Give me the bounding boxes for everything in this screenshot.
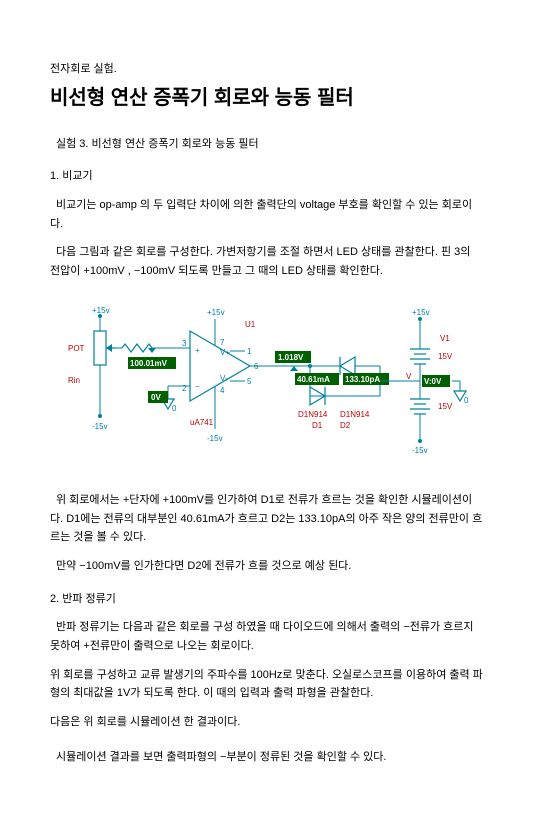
v-node-label: V [406, 372, 412, 381]
readout-vx: V:0V [424, 377, 442, 386]
section-2-paragraph-2: 위 회로를 구성하고 교류 발생기의 주파수를 100Hz로 맞춘다. 오실로스… [50, 666, 483, 703]
opamp-plus: + [195, 346, 200, 355]
section-2-paragraph-1: 반파 정류기는 다음과 같은 회로를 구성 하였을 때 다이오드에 의해서 출력… [50, 618, 483, 655]
rail-pos-opamp: +15v [207, 308, 225, 317]
diode-d2: D2 [340, 421, 351, 430]
readout-id2: 133.10pA [345, 375, 380, 384]
v1-value: 15V [438, 352, 453, 361]
circuit-diagram: +15v POT -15v Rin 100.01mV 0 0V + − 3 2 … [50, 301, 483, 471]
section-2-paragraph-4: 시뮬레이션 결과를 보면 출력파형의 −부분이 정류된 것을 확인할 수 있다. [50, 748, 483, 767]
vminus-label: V- [220, 374, 228, 383]
experiment-subtitle: 실험 3. 비선형 연산 증폭기 회로와 능동 필터 [50, 135, 483, 154]
rail-pos-left: +15v [92, 306, 110, 315]
rail-neg-right: -15v [412, 446, 428, 455]
section-1-heading: 1. 비교기 [50, 167, 483, 186]
readout-id1: 40.61mA [297, 375, 330, 384]
comparator-schematic: +15v POT -15v Rin 100.01mV 0 0V + − 3 2 … [50, 301, 483, 471]
diode-part-1: D1N914 [298, 410, 328, 419]
section-2-paragraph-3: 다음은 위 회로를 시뮬레이션 한 결과이다. [50, 713, 483, 732]
rail-neg-opamp: -15v [207, 434, 223, 443]
rail-pos-right: +15v [412, 308, 430, 317]
diode-part-2: D1N914 [340, 410, 370, 419]
rail-neg-left: -15v [92, 422, 108, 431]
opamp-ref: U1 [245, 320, 256, 329]
gnd-zero-left: 0 [172, 404, 177, 413]
v2-value: 15V [438, 402, 453, 411]
readout-gnd: 0V [151, 393, 161, 402]
readout-vin: 100.01mV [130, 359, 168, 368]
section-1-paragraph-3: 위 회로에서는 +단자에 +100mV를 인가하여 D1로 전류가 흐르는 것을… [50, 491, 483, 547]
section-1-paragraph-1: 비교기는 op-amp 의 두 입력단 차이에 의한 출력단의 voltage … [50, 196, 483, 233]
pot-label: POT [68, 344, 85, 353]
page-title: 비선형 연산 증폭기 회로와 능동 필터 [50, 81, 483, 115]
vplus-label: V+ [220, 348, 230, 357]
gnd-zero-right: 0 [464, 396, 469, 405]
opamp-minus: − [195, 382, 200, 391]
readout-vout: 1.018V [278, 353, 304, 362]
diode-d1: D1 [312, 421, 323, 430]
pin-1: 1 [247, 347, 252, 356]
opamp-part: uA741 [190, 418, 214, 427]
pin-3: 3 [182, 339, 187, 348]
section-2-heading: 2. 반파 정류기 [50, 590, 483, 609]
v1-label: V1 [440, 334, 450, 343]
pin-2: 2 [182, 384, 187, 393]
rin-label: Rin [68, 376, 80, 385]
pin-4: 4 [220, 386, 225, 395]
pin-5: 5 [247, 377, 252, 386]
category-label: 전자회로 실험. [50, 60, 483, 79]
pin-7: 7 [220, 338, 225, 347]
section-1-paragraph-4: 만약 −100mV를 인가한다면 D2에 전류가 흐를 것으로 예상 된다. [50, 557, 483, 576]
section-1-paragraph-2: 다음 그림과 같은 회로를 구성한다. 가변저항기를 조절 하면서 LED 상태… [50, 243, 483, 280]
